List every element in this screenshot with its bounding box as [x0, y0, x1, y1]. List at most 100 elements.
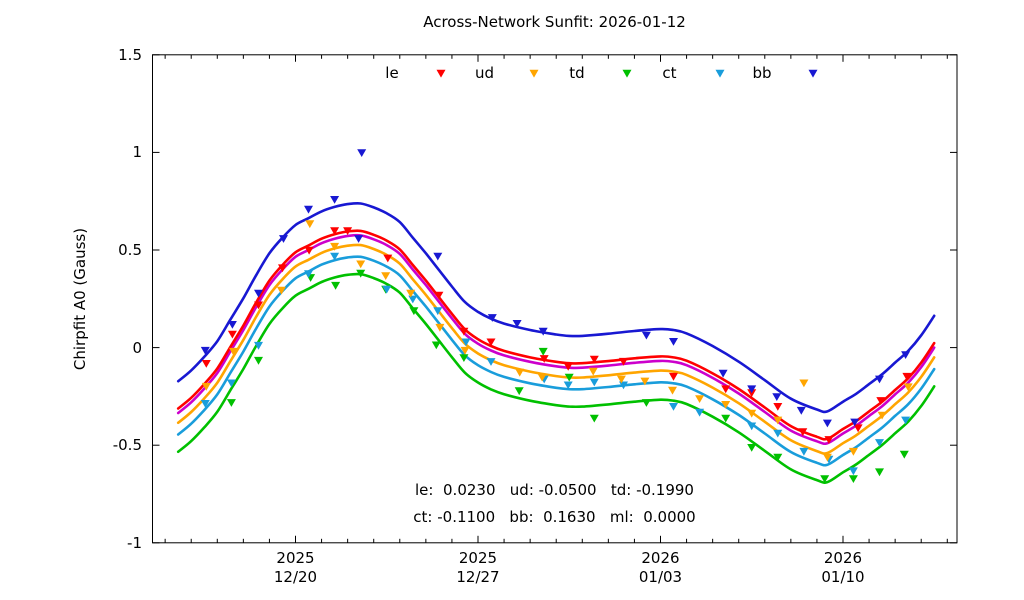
- ct-data-marker: [619, 381, 628, 390]
- x-tick-date: 12/20: [273, 568, 318, 586]
- td-data-marker: [514, 387, 524, 396]
- ud-data-marker: [668, 386, 677, 395]
- ct-data-marker: [747, 422, 757, 431]
- bb-data-marker: [487, 314, 497, 322]
- y-tick-label: 1.5: [118, 45, 142, 64]
- ud-data-marker: [435, 323, 445, 332]
- fit-annotation-line-1: le: 0.0230 ud: -0.0500 td: -0.1990: [415, 481, 694, 499]
- bb-data-marker: [304, 205, 313, 214]
- ud-data-marker: [616, 375, 626, 384]
- x-tick-year: 2025: [458, 549, 498, 567]
- bb-data-marker: [357, 149, 367, 157]
- ct-data-marker: [226, 379, 236, 388]
- ud-data-marker: [537, 373, 547, 382]
- td-data-marker: [254, 356, 263, 365]
- ud-data-marker: [406, 289, 416, 298]
- ud-data-marker: [747, 409, 757, 418]
- ud-data-marker: [773, 416, 783, 425]
- ct-data-marker: [875, 439, 884, 447]
- td-data-marker: [431, 341, 441, 350]
- le-data-marker: [902, 372, 912, 381]
- fit-annotation-line-2: ct: -0.1100 bb: 0.1630 ml: 0.0000: [413, 508, 696, 526]
- ct-data-marker: [200, 400, 210, 408]
- bb-data-marker: [279, 235, 288, 243]
- td-data-marker: [641, 399, 651, 407]
- le-data-marker: [343, 227, 353, 236]
- legend-label-td: td: [569, 64, 585, 82]
- td-data-marker: [721, 414, 731, 423]
- x-tick-label: 2026 01/03: [615, 549, 705, 587]
- ct-data-marker: [486, 358, 496, 366]
- le-data-marker: [773, 403, 783, 411]
- le-data-marker: [721, 385, 731, 394]
- ct-data-marker: [669, 403, 678, 411]
- ud-data-marker: [588, 367, 598, 376]
- bb-data-marker: [718, 369, 728, 378]
- bb-data-marker: [538, 327, 548, 336]
- le-data-marker: [278, 264, 287, 273]
- ud-data-marker: [640, 377, 650, 386]
- ct-data-marker: [589, 378, 599, 387]
- ud-data-marker: [903, 383, 913, 392]
- x-tick-label: 2025 12/20: [251, 549, 341, 587]
- x-tick-label: 2025 12/27: [433, 549, 523, 587]
- ud-data-marker: [305, 220, 315, 229]
- ud-data-marker: [877, 411, 887, 420]
- legend-label-bb: bb: [752, 64, 772, 82]
- le-data-marker: [254, 301, 263, 310]
- ct-data-marker: [461, 338, 471, 347]
- ud-data-marker: [229, 347, 238, 356]
- td-data-marker: [356, 269, 366, 278]
- le-data-marker: [539, 355, 549, 363]
- le-data-marker: [201, 360, 211, 368]
- le-data-marker: [434, 291, 444, 300]
- bb-data-marker: [901, 351, 911, 359]
- le-data-marker: [459, 327, 469, 336]
- bb-data-marker: [227, 321, 237, 329]
- le-data-marker: [227, 330, 237, 339]
- ct-data-marker: [848, 467, 858, 476]
- ct-data-marker: [330, 252, 340, 261]
- ud-data-marker: [356, 260, 366, 269]
- td-data-marker: [820, 475, 830, 483]
- bb-data-marker: [330, 196, 340, 204]
- bb-data-marker: [641, 331, 651, 340]
- td-data-marker: [589, 414, 599, 423]
- plot-border: [152, 54, 958, 544]
- ud-data-marker: [381, 272, 391, 280]
- legend-marker-le: [436, 69, 446, 78]
- y-tick-label: -0.5: [112, 436, 142, 455]
- le-data-marker: [330, 227, 340, 236]
- ct-data-marker: [901, 416, 911, 425]
- td-data-marker: [848, 475, 858, 483]
- bb-data-marker: [796, 406, 806, 415]
- td-data-marker: [459, 354, 469, 362]
- x-tick-date: 12/27: [456, 568, 500, 586]
- td-data-marker: [564, 373, 574, 382]
- td-data-marker: [331, 281, 341, 290]
- bb-data-marker: [822, 419, 832, 428]
- ud-data-marker: [822, 453, 832, 462]
- legend-marker-bb: [808, 69, 818, 78]
- ct-data-marker: [304, 270, 313, 278]
- le-data-marker: [383, 254, 393, 263]
- y-tick-label: 0: [132, 338, 142, 357]
- td-data-marker: [773, 453, 783, 462]
- bb-data-marker: [354, 235, 364, 243]
- x-tick-year: 2026: [641, 549, 680, 567]
- ud-data-marker: [721, 401, 731, 409]
- bb-data-marker: [669, 338, 678, 346]
- bb-data-marker: [772, 393, 782, 401]
- le-data-marker: [876, 397, 886, 405]
- ct-data-marker: [695, 408, 705, 417]
- td-data-marker: [875, 468, 884, 477]
- ct-data-marker: [563, 381, 573, 390]
- bb-data-marker: [200, 346, 210, 355]
- legend-label-ct: ct: [662, 64, 677, 82]
- le-data-marker: [304, 246, 314, 255]
- legend-label-ud: ud: [474, 64, 495, 82]
- ud-data-marker: [799, 379, 809, 388]
- ud-data-marker: [515, 368, 525, 377]
- td-data-marker: [899, 450, 909, 459]
